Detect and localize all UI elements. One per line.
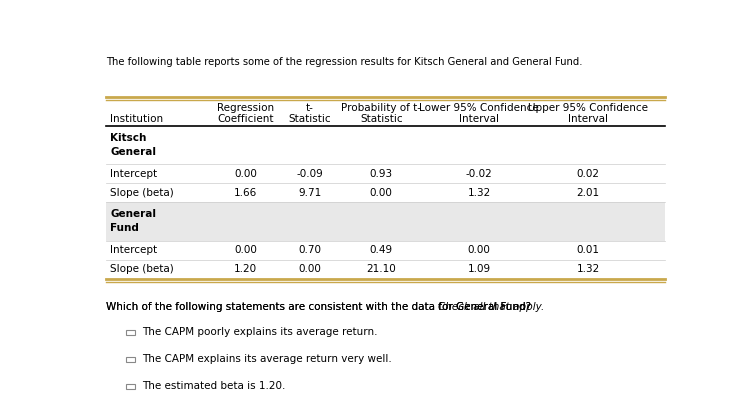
Text: Which of the following statements are consistent with the data for General Fund?: Which of the following statements are co… xyxy=(105,302,534,312)
Text: Statistic: Statistic xyxy=(360,114,402,124)
Text: Check all that apply.: Check all that apply. xyxy=(438,302,544,312)
Text: Slope (beta): Slope (beta) xyxy=(111,264,174,274)
Text: Intercept: Intercept xyxy=(111,169,157,179)
Text: Statistic: Statistic xyxy=(289,114,331,124)
Text: General: General xyxy=(111,209,156,219)
Text: 1.32: 1.32 xyxy=(468,188,491,198)
Text: Interval: Interval xyxy=(569,114,608,124)
Bar xyxy=(126,330,135,335)
Text: Regression: Regression xyxy=(217,103,274,113)
Text: The CAPM explains its average return very well.: The CAPM explains its average return ver… xyxy=(142,354,392,364)
Text: 0.01: 0.01 xyxy=(577,245,599,255)
Bar xyxy=(126,384,135,389)
Text: 0.00: 0.00 xyxy=(234,169,257,179)
Bar xyxy=(105,164,665,184)
Text: 1.20: 1.20 xyxy=(234,264,257,274)
Bar xyxy=(105,102,665,126)
Bar xyxy=(105,126,665,164)
Text: 0.00: 0.00 xyxy=(299,264,321,274)
Bar xyxy=(105,260,665,279)
Text: 1.09: 1.09 xyxy=(468,264,490,274)
Text: General: General xyxy=(111,147,156,157)
Text: 0.02: 0.02 xyxy=(577,169,599,179)
Text: Probability of t-: Probability of t- xyxy=(341,103,421,113)
Bar xyxy=(126,357,135,362)
Text: Institution: Institution xyxy=(111,114,163,124)
Text: 0.70: 0.70 xyxy=(299,245,321,255)
Text: The CAPM poorly explains its average return.: The CAPM poorly explains its average ret… xyxy=(142,327,378,338)
Text: 21.10: 21.10 xyxy=(366,264,396,274)
Bar xyxy=(105,241,665,260)
Text: Kitsch: Kitsch xyxy=(111,132,147,143)
Text: Coefficient: Coefficient xyxy=(217,114,274,124)
Text: Slope (beta): Slope (beta) xyxy=(111,188,174,198)
Text: 0.00: 0.00 xyxy=(234,245,257,255)
Text: 9.71: 9.71 xyxy=(299,188,322,198)
Text: Which of the following statements are consistent with the data for General Fund?: Which of the following statements are co… xyxy=(105,302,534,312)
Text: -0.09: -0.09 xyxy=(296,169,323,179)
Text: 1.66: 1.66 xyxy=(234,188,257,198)
Text: 2.01: 2.01 xyxy=(577,188,600,198)
Text: Intercept: Intercept xyxy=(111,245,157,255)
Text: -0.02: -0.02 xyxy=(465,169,493,179)
Text: The estimated beta is 1.20.: The estimated beta is 1.20. xyxy=(142,381,286,391)
Bar xyxy=(105,202,665,241)
Text: Lower 95% Confidence: Lower 95% Confidence xyxy=(419,103,539,113)
Text: 0.00: 0.00 xyxy=(468,245,490,255)
Text: Upper 95% Confidence: Upper 95% Confidence xyxy=(528,103,648,113)
Text: 0.93: 0.93 xyxy=(370,169,393,179)
Text: Fund: Fund xyxy=(111,223,139,233)
Text: The following table reports some of the regression results for Kitsch General an: The following table reports some of the … xyxy=(105,57,582,67)
Text: 1.32: 1.32 xyxy=(577,264,600,274)
Bar xyxy=(105,184,665,202)
Text: t-: t- xyxy=(306,103,314,113)
Text: 0.49: 0.49 xyxy=(370,245,393,255)
Text: 0.00: 0.00 xyxy=(370,188,393,198)
Text: Interval: Interval xyxy=(459,114,499,124)
